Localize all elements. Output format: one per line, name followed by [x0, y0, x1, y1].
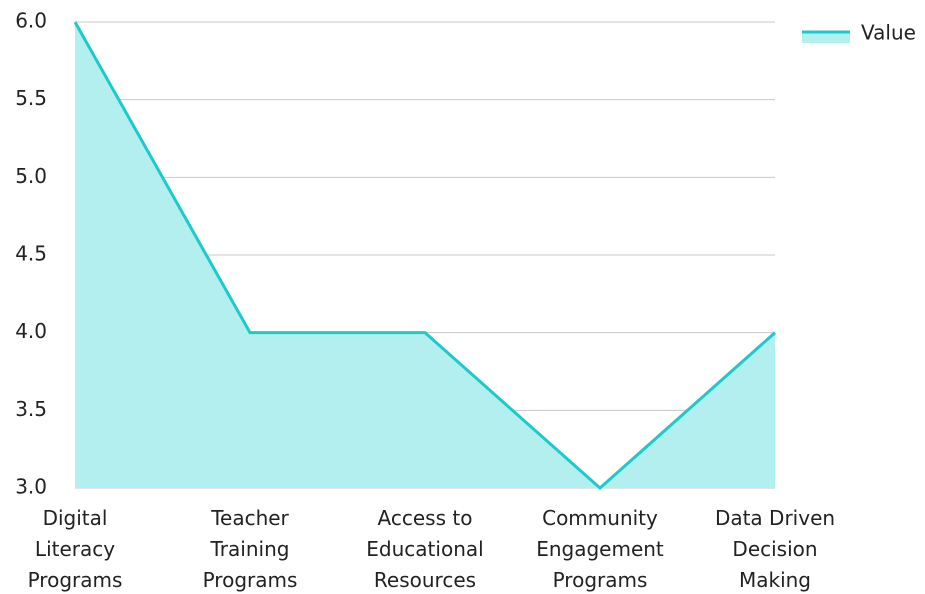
- legend-label: Value: [861, 21, 916, 45]
- y-tick-label: 4.5: [15, 242, 47, 266]
- x-tick-label: Access to Educational Resources: [366, 506, 483, 592]
- y-tick-label: 5.0: [15, 164, 47, 188]
- x-tick-label: Digital Literacy Programs: [28, 506, 123, 592]
- y-tick-label: 4.0: [15, 319, 47, 343]
- legend-swatch: [802, 31, 850, 43]
- y-tick-label: 3.0: [15, 475, 47, 499]
- area-fill: [75, 22, 775, 488]
- y-tick-label: 3.5: [15, 397, 47, 421]
- y-tick-label: 5.5: [15, 86, 47, 110]
- x-tick-label: Community Engagement Programs: [536, 506, 664, 592]
- x-tick-label: Teacher Training Programs: [203, 506, 298, 592]
- area-line: [73, 21, 776, 491]
- x-tick-label: Data Driven Decision Making: [715, 506, 835, 592]
- y-tick-label: 6.0: [15, 9, 47, 33]
